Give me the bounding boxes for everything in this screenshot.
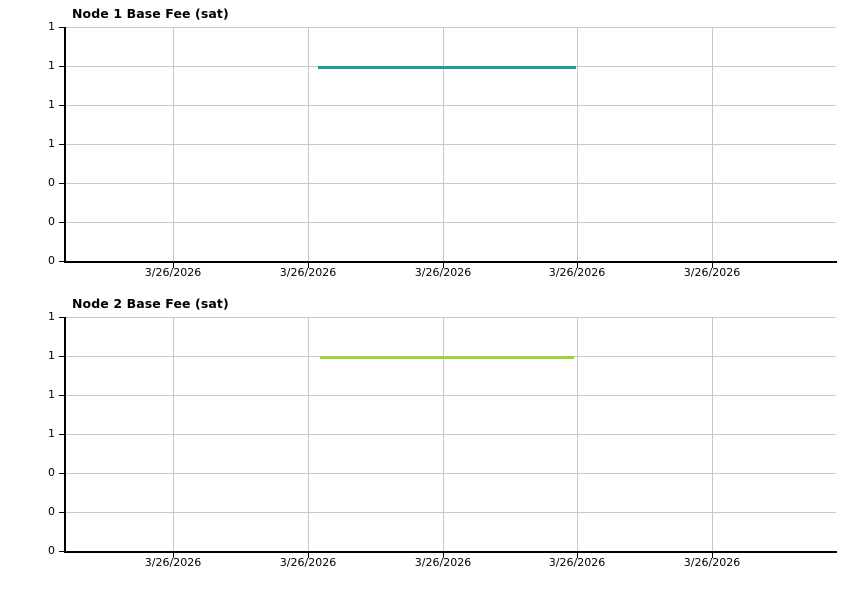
y-axis-label: 0 [48, 505, 55, 518]
y-axis-tick [59, 66, 64, 67]
plot-area [64, 27, 836, 262]
gridline-vertical [577, 317, 578, 551]
gridline-horizontal [64, 317, 836, 318]
chart-panel-node-2: Node 2 Base Fee (sat) 1 1 1 1 0 0 0 3/26/2026 3/… [0, 290, 860, 580]
y-axis-tick [59, 512, 64, 513]
x-axis-line [64, 551, 837, 553]
y-axis-label: 1 [48, 427, 55, 440]
y-axis-tick [59, 356, 64, 357]
x-axis-tick [308, 263, 309, 268]
y-axis-label: 0 [48, 466, 55, 479]
y-axis-label: 0 [48, 254, 55, 267]
x-axis-label: 3/26/2026 [683, 266, 741, 279]
gridline-vertical [308, 317, 309, 551]
gridline-horizontal [64, 222, 836, 223]
chart-title: Node 2 Base Fee (sat) [72, 296, 229, 311]
gridline-horizontal [64, 473, 836, 474]
gridline-horizontal [64, 395, 836, 396]
gridline-horizontal [64, 183, 836, 184]
y-axis-tick [59, 261, 64, 262]
y-axis-tick [59, 317, 64, 318]
x-axis-label: 3/26/2026 [548, 556, 606, 569]
y-axis-label: 1 [48, 98, 55, 111]
y-axis-tick [59, 105, 64, 106]
y-axis-label: 1 [48, 20, 55, 33]
x-axis-tick [712, 263, 713, 268]
y-axis-tick [59, 27, 64, 28]
x-axis-tick [577, 263, 578, 268]
x-axis-label: 3/26/2026 [414, 556, 472, 569]
x-axis-label: 3/26/2026 [414, 266, 472, 279]
y-axis-tick [59, 144, 64, 145]
x-axis-tick [443, 263, 444, 268]
x-axis-line [64, 261, 837, 263]
x-axis-label: 3/26/2026 [144, 556, 202, 569]
gridline-horizontal [64, 144, 836, 145]
data-series-line [319, 356, 575, 359]
plot-area [64, 317, 836, 552]
y-axis-label: 0 [48, 544, 55, 557]
y-axis-tick [59, 434, 64, 435]
y-axis-tick [59, 473, 64, 474]
y-axis-line [64, 27, 66, 262]
y-axis-tick [59, 395, 64, 396]
gridline-horizontal [64, 27, 836, 28]
chart-panel-node-1: Node 1 Base Fee (sat) 1 1 1 1 0 0 0 3/26/2026 3/… [0, 0, 860, 290]
gridline-vertical [308, 27, 309, 261]
gridline-horizontal [64, 434, 836, 435]
y-axis-label: 1 [48, 349, 55, 362]
gridline-vertical [577, 27, 578, 261]
y-axis-label: 0 [48, 215, 55, 228]
y-axis-label: 0 [48, 176, 55, 189]
chart-title: Node 1 Base Fee (sat) [72, 6, 229, 21]
x-axis-tick [308, 553, 309, 558]
y-axis-tick [59, 222, 64, 223]
y-axis-label: 1 [48, 310, 55, 323]
x-axis-label: 3/26/2026 [279, 556, 337, 569]
x-axis-label: 3/26/2026 [144, 266, 202, 279]
gridline-horizontal [64, 512, 836, 513]
y-axis-tick [59, 183, 64, 184]
gridline-vertical [173, 27, 174, 261]
y-axis-label: 1 [48, 59, 55, 72]
x-axis-label: 3/26/2026 [683, 556, 741, 569]
y-axis-line [64, 317, 66, 552]
x-axis-label: 3/26/2026 [548, 266, 606, 279]
y-axis-label: 1 [48, 388, 55, 401]
data-series-line [317, 66, 576, 69]
x-axis-tick [443, 553, 444, 558]
gridline-vertical [443, 317, 444, 551]
gridline-vertical [712, 317, 713, 551]
y-axis-label: 1 [48, 137, 55, 150]
x-axis-tick [173, 263, 174, 268]
gridline-vertical [712, 27, 713, 261]
x-axis-label: 3/26/2026 [279, 266, 337, 279]
gridline-vertical [173, 317, 174, 551]
x-axis-tick [173, 553, 174, 558]
gridline-vertical [443, 27, 444, 261]
x-axis-tick [712, 553, 713, 558]
y-axis-tick [59, 551, 64, 552]
gridline-horizontal [64, 105, 836, 106]
x-axis-tick [577, 553, 578, 558]
